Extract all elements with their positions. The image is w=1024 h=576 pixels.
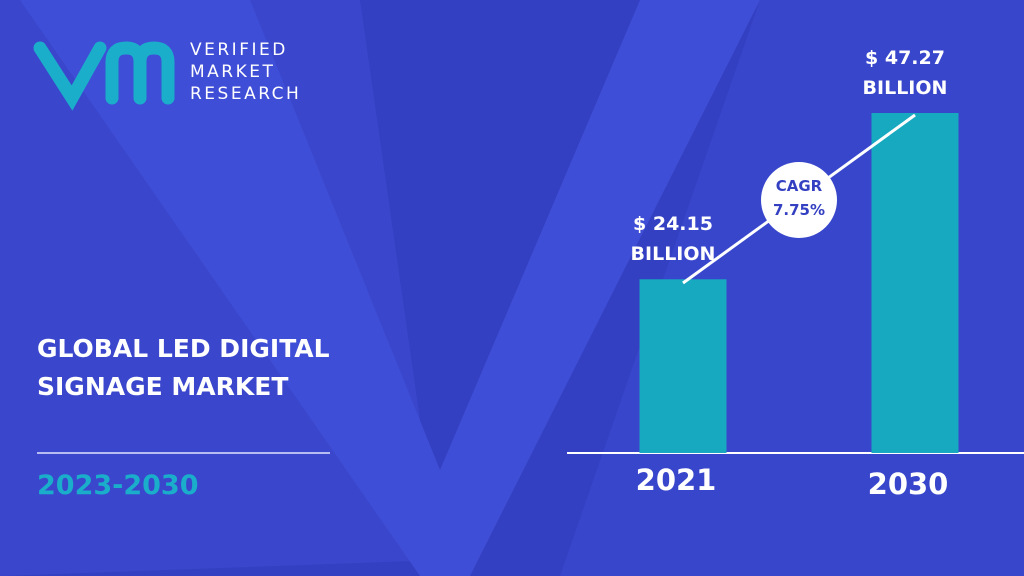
logo-v <box>33 41 107 111</box>
logo-text: VERIFIED <box>190 40 288 60</box>
logo-text: MARKET <box>190 62 276 82</box>
value-label: $ 47.27 BILLION <box>862 47 948 99</box>
v-shape <box>20 0 760 576</box>
chart-subtitle: 2023-2030 <box>37 470 199 501</box>
chart-title: GLOBAL LED DIGITAL SIGNAGE MARKET <box>37 334 330 401</box>
cagr-circle <box>761 162 837 238</box>
cagr-label: CAGR 7.75% <box>772 177 826 219</box>
logo-m <box>105 41 175 105</box>
value-label: $ 24.15 BILLION <box>630 213 716 266</box>
bar <box>639 279 727 453</box>
bar <box>871 113 959 453</box>
logo-mark <box>33 41 175 111</box>
x-tick-label: 2021 <box>635 463 717 497</box>
logo-text: RESEARCH <box>190 84 302 104</box>
x-tick-label: 2030 <box>867 467 949 501</box>
